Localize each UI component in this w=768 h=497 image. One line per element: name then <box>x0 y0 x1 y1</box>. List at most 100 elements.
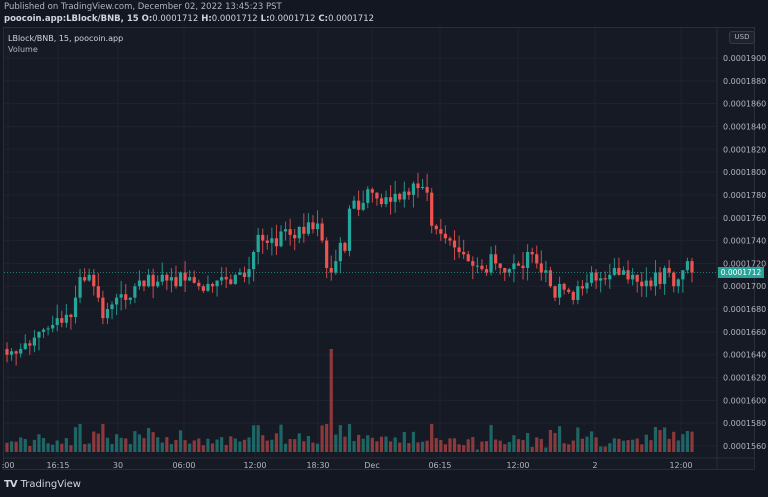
volume-bar <box>156 437 160 452</box>
candle <box>329 267 333 273</box>
candle <box>87 274 91 281</box>
volume-bar <box>105 437 110 452</box>
x-tick-label: 12:00 <box>506 461 529 470</box>
volume-bar <box>51 444 55 452</box>
y-tick-label: 0.0001780 <box>723 191 766 200</box>
volume-bar <box>215 439 219 452</box>
volume-bar <box>5 442 9 452</box>
volume-bar <box>434 438 438 452</box>
volume-bar <box>297 433 301 452</box>
volume-bar <box>41 438 46 452</box>
candle <box>265 240 269 243</box>
candle <box>78 277 82 298</box>
candle <box>361 202 365 210</box>
volume-bar <box>101 424 105 452</box>
volume-bar <box>530 446 534 452</box>
candle <box>512 263 516 270</box>
volume-bar <box>649 440 653 452</box>
volume-bar <box>357 434 361 452</box>
candle <box>192 277 196 283</box>
candle <box>576 286 580 300</box>
currency-button[interactable]: USD <box>729 31 755 44</box>
candle <box>41 329 46 332</box>
y-tick-label: 0.0001680 <box>723 305 766 314</box>
volume-bar <box>635 438 639 452</box>
x-tick-label: Dec <box>364 461 379 470</box>
volume-bar <box>503 444 507 452</box>
candle <box>580 286 584 289</box>
volume-bar <box>160 442 164 452</box>
close-value: 0.0001712 <box>328 14 375 24</box>
volume-bar <box>183 440 187 452</box>
y-tick-label: 0.0001740 <box>723 237 766 246</box>
candle <box>640 281 644 287</box>
candle <box>452 240 457 248</box>
legend-series[interactable]: LBlock/BNB, 15, poocoin.app <box>8 34 124 43</box>
volume-bar <box>599 446 603 452</box>
tv-logo-icon: TV <box>4 479 18 490</box>
volume-bar <box>393 437 397 452</box>
volume-bar <box>288 438 292 452</box>
candle <box>261 234 265 241</box>
candle <box>188 277 192 281</box>
volume-bar <box>361 438 365 452</box>
volume-bar <box>293 439 297 452</box>
candle <box>626 270 630 280</box>
volume-bar <box>571 440 575 452</box>
candle <box>608 274 612 280</box>
volume-bar <box>110 443 114 452</box>
volume-bar <box>119 437 123 452</box>
volume-bar <box>92 431 96 452</box>
volume-bar <box>617 438 621 452</box>
candle <box>64 314 68 323</box>
volume-bar <box>430 424 434 452</box>
candle <box>137 280 142 287</box>
volume-bar <box>480 441 484 452</box>
candle <box>443 233 447 239</box>
volume-bar <box>96 433 100 452</box>
candle <box>288 229 292 235</box>
candle <box>169 277 173 281</box>
volume-bar <box>265 440 269 452</box>
volume-bar <box>197 438 201 452</box>
volume-bar <box>242 439 247 452</box>
volume-bar <box>174 440 178 452</box>
volume-bar <box>416 442 420 452</box>
volume-bar <box>283 443 288 452</box>
chart-frame[interactable] <box>3 27 755 470</box>
y-tick-label: 0.0001840 <box>723 122 766 131</box>
candle <box>448 238 452 241</box>
legend-volume[interactable]: Volume <box>8 45 38 54</box>
x-tick-label: 16:15 <box>46 461 69 470</box>
candle <box>306 222 310 234</box>
volume-bar <box>210 443 215 452</box>
volume-bar <box>19 437 23 452</box>
candle <box>19 349 23 354</box>
candle <box>320 223 324 241</box>
volume-bar <box>589 431 594 452</box>
candle <box>119 294 123 298</box>
candle <box>484 269 489 273</box>
volume-bar <box>626 440 630 452</box>
volume-bar <box>270 439 274 452</box>
candle <box>101 297 105 319</box>
volume-bar <box>475 449 479 452</box>
candle <box>242 272 247 278</box>
candle <box>293 234 297 239</box>
volume-bar <box>206 438 210 452</box>
candle <box>206 283 210 291</box>
open-value: 0.0001712 <box>152 14 199 24</box>
volume-bar <box>28 446 32 452</box>
tradingview-logo[interactable]: TV TradingView <box>4 479 81 490</box>
candle <box>311 222 315 230</box>
candle <box>105 309 110 319</box>
volume-bar <box>256 425 260 452</box>
volume-bar <box>252 425 256 452</box>
candle <box>489 254 493 273</box>
candle <box>55 318 59 326</box>
volume-bar <box>562 443 566 452</box>
volume-bar <box>462 445 466 452</box>
candle <box>672 272 676 287</box>
candle <box>233 274 237 284</box>
